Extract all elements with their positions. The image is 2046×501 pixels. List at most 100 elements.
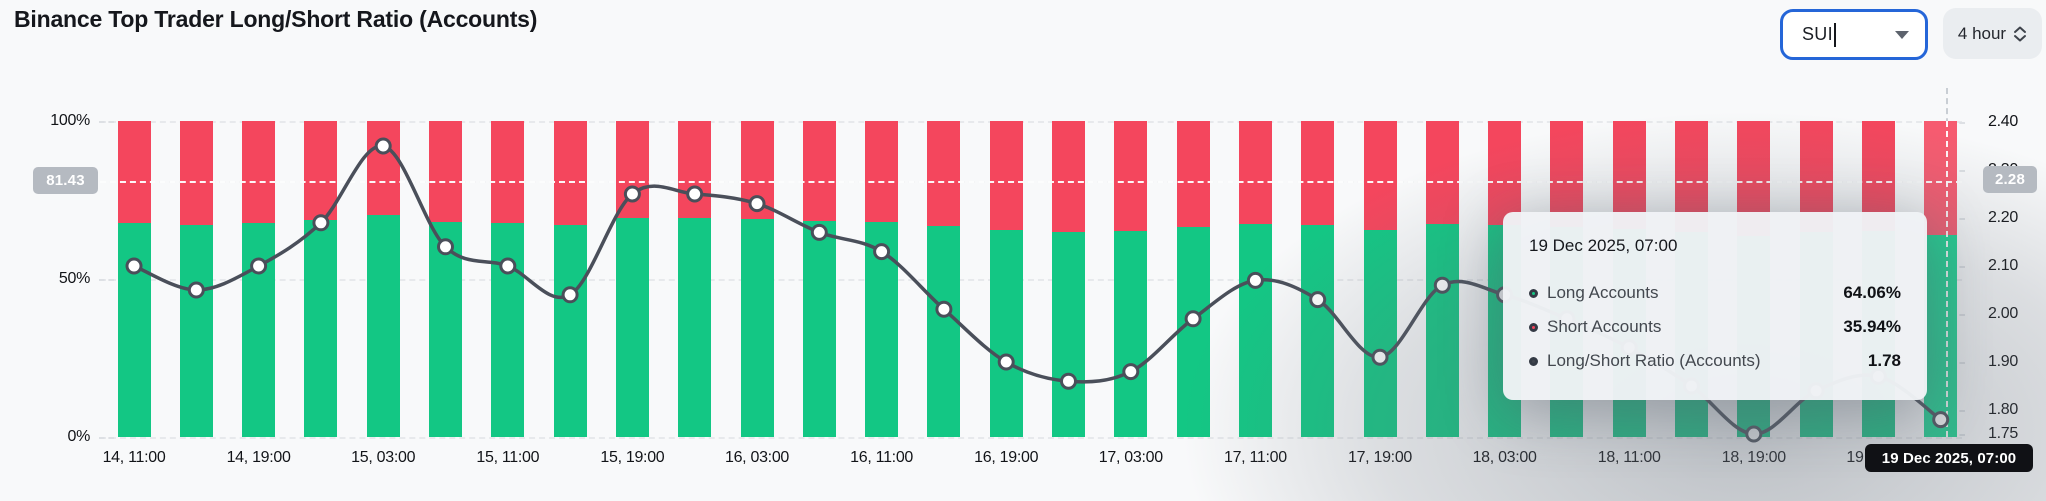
- bar-long-segment[interactable]: [304, 220, 338, 437]
- symbol-combobox[interactable]: SUI: [1780, 9, 1928, 60]
- bar-short-segment[interactable]: [1363, 121, 1397, 230]
- bar-long-segment[interactable]: [429, 221, 462, 437]
- y-axis-right-tick: [1950, 170, 1965, 172]
- bar-short-segment[interactable]: [429, 121, 462, 222]
- bar-short-segment[interactable]: [1114, 121, 1148, 231]
- x-axis-label: 18, 19:00: [1721, 449, 1786, 466]
- bar-short-segment[interactable]: [366, 121, 400, 216]
- x-axis-label: 14, 19:00: [226, 449, 291, 466]
- ratio-point-marker[interactable]: [748, 195, 766, 213]
- bar-short-segment[interactable]: [1612, 121, 1646, 229]
- bar-long-segment[interactable]: [1425, 224, 1459, 437]
- ratio-point-marker[interactable]: [686, 185, 704, 203]
- bar-long-segment[interactable]: [366, 215, 400, 437]
- bar-short-segment[interactable]: [1488, 121, 1522, 225]
- bar-short-segment[interactable]: [1176, 121, 1210, 227]
- tooltip-row: Long/Short Ratio (Accounts) 1.78: [1529, 344, 1901, 378]
- interval-select[interactable]: 4 hour: [1943, 8, 2042, 59]
- bar-short-segment[interactable]: [802, 121, 836, 221]
- ratio-point-marker[interactable]: [250, 257, 268, 275]
- y-axis-right-label: 1.75: [1988, 425, 2018, 442]
- bar-long-segment[interactable]: [989, 229, 1023, 437]
- bar-short-segment[interactable]: [179, 121, 213, 225]
- crosshair-left-axis-badge: 81.43: [33, 167, 98, 194]
- x-axis-label: 17, 03:00: [1098, 449, 1163, 466]
- ratio-point-marker[interactable]: [437, 238, 454, 256]
- ratio-point-marker[interactable]: [561, 286, 579, 304]
- bar-short-segment[interactable]: [1425, 121, 1459, 225]
- x-axis-label: 14, 11:00: [102, 449, 166, 466]
- ratio-point-marker[interactable]: [623, 185, 641, 203]
- bar-short-segment[interactable]: [1238, 121, 1272, 224]
- tooltip-series-label: Short Accounts: [1547, 317, 1662, 336]
- y-axis-right-tick: [1950, 410, 1965, 412]
- ratio-point-marker[interactable]: [1371, 348, 1389, 366]
- symbol-input[interactable]: SUI: [1802, 24, 1833, 44]
- bar-short-segment[interactable]: [117, 121, 151, 223]
- bar-long-segment[interactable]: [553, 224, 587, 437]
- ratio-point-marker[interactable]: [1433, 276, 1451, 294]
- bar-long-segment[interactable]: [1301, 225, 1335, 437]
- ratio-point-marker[interactable]: [499, 257, 517, 275]
- x-axis-label: 15, 11:00: [476, 449, 540, 466]
- bar-long-segment[interactable]: [740, 218, 774, 437]
- ratio-point-marker[interactable]: [374, 137, 392, 155]
- bar-short-segment[interactable]: [1924, 121, 1958, 235]
- y-axis-left-tick: [99, 121, 114, 123]
- ratio-point-marker[interactable]: [312, 214, 330, 232]
- x-axis-label: 16, 03:00: [724, 449, 790, 466]
- bar-short-segment[interactable]: [304, 121, 338, 221]
- tooltip-series-value: 1.78: [1867, 351, 1901, 370]
- bar-long-segment[interactable]: [1052, 231, 1085, 437]
- hover-tooltip: 19 Dec 2025, 07:00 Long Accounts 64.06% Sh…: [1503, 212, 1927, 400]
- ratio-point-marker[interactable]: [997, 353, 1015, 371]
- tooltip-row: Short Accounts 35.94%: [1529, 310, 1901, 344]
- ratio-point-marker[interactable]: [873, 243, 891, 261]
- bar-long-segment[interactable]: [1363, 229, 1397, 437]
- bar-long-segment[interactable]: [615, 218, 649, 437]
- bar-short-segment[interactable]: [927, 121, 961, 226]
- bar-long-segment[interactable]: [802, 220, 836, 437]
- bar-long-segment[interactable]: [1176, 226, 1210, 437]
- text-caret: [1833, 22, 1836, 47]
- bar-short-segment[interactable]: [1550, 121, 1584, 227]
- ratio-point-marker[interactable]: [1060, 372, 1077, 390]
- ratio-point-marker[interactable]: [1745, 425, 1763, 443]
- tooltip-series-value: 64.06%: [1843, 283, 1901, 302]
- ratio-point-marker[interactable]: [1932, 411, 1950, 429]
- ratio-point-marker[interactable]: [1309, 291, 1327, 309]
- y-axis-right-tick: [1950, 362, 1965, 364]
- ratio-point-marker[interactable]: [1184, 310, 1202, 328]
- bar-long-segment[interactable]: [179, 224, 213, 437]
- bar-short-segment[interactable]: [865, 121, 899, 222]
- bar-long-segment[interactable]: [1924, 234, 1958, 437]
- x-axis-label: 16, 11:00: [850, 449, 914, 466]
- ratio-point-marker[interactable]: [810, 223, 828, 241]
- bar-long-segment[interactable]: [678, 218, 712, 437]
- bar-short-segment[interactable]: [1301, 121, 1335, 226]
- bar-short-segment[interactable]: [989, 121, 1023, 230]
- series-dot-icon: [1529, 288, 1538, 298]
- chevron-down-icon[interactable]: [1895, 30, 1909, 39]
- bar-long-segment[interactable]: [1238, 223, 1272, 437]
- y-axis-right-tick: [1950, 434, 1965, 436]
- bar-short-segment[interactable]: [491, 121, 525, 223]
- bar-long-segment[interactable]: [927, 225, 961, 437]
- bar-short-segment[interactable]: [242, 121, 276, 223]
- bar-long-segment[interactable]: [1114, 230, 1148, 437]
- ratio-point-marker[interactable]: [935, 300, 953, 318]
- x-axis-label: 18, 11:00: [1597, 449, 1661, 466]
- ratio-point-marker[interactable]: [125, 257, 143, 275]
- interval-value: 4 hour: [1957, 23, 2007, 43]
- ratio-point-marker[interactable]: [1122, 363, 1140, 381]
- bar-short-segment[interactable]: [1052, 121, 1085, 232]
- page-title: Binance Top Trader Long/Short Ratio (Acc…: [14, 6, 538, 32]
- ratio-point-marker[interactable]: [1246, 271, 1264, 289]
- x-axis-label: 17, 19:00: [1347, 449, 1413, 466]
- x-axis-crosshair-tooltip: 19 Dec 2025, 07:00: [1865, 444, 2033, 472]
- ratio-point-marker[interactable]: [187, 281, 205, 299]
- bar-short-segment[interactable]: [553, 121, 587, 225]
- tooltip-series-value: 35.94%: [1843, 317, 1901, 336]
- tooltip-series-label: Long/Short Ratio (Accounts): [1547, 351, 1761, 370]
